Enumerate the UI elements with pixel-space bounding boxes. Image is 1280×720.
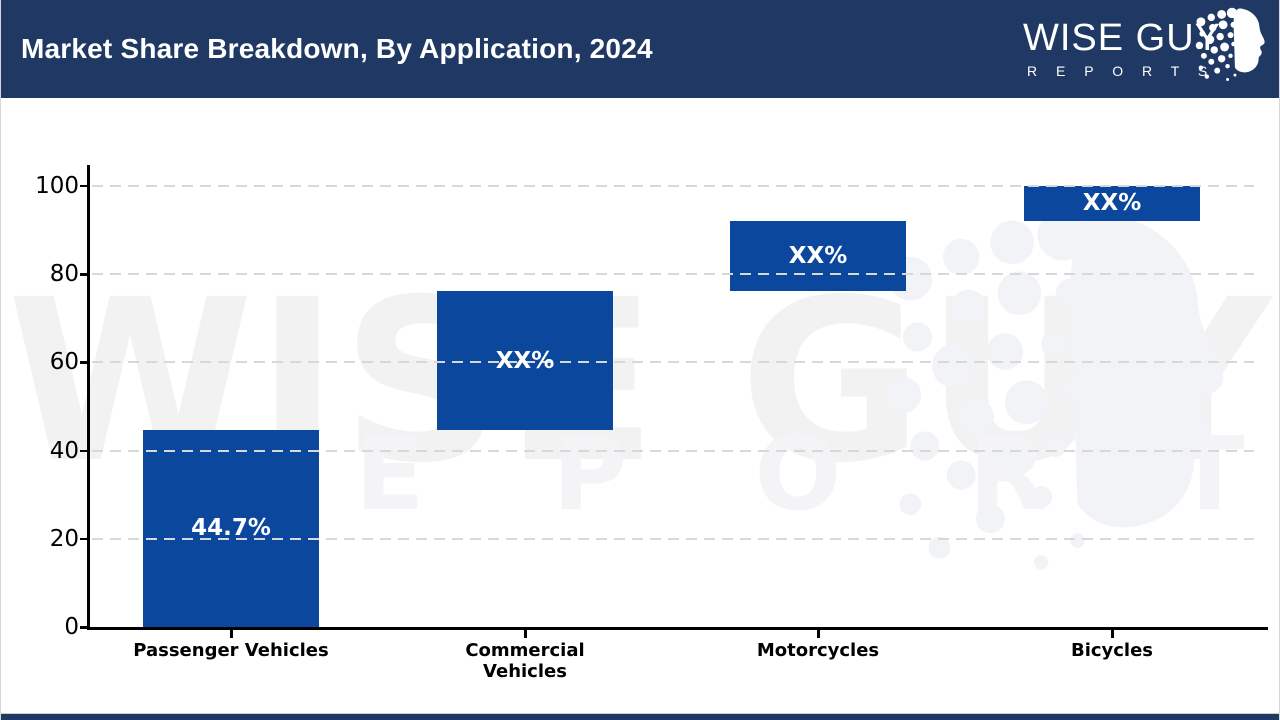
category-label: Commercial Vehicles [465,640,585,682]
y-axis-tick [80,273,89,276]
y-axis-tick [80,449,89,453]
x-axis-tick [230,630,233,638]
y-axis-tick-label: 100 [35,172,79,199]
bar-value-label: XX% [788,243,848,270]
y-axis-tick-label: 80 [49,261,79,288]
x-axis-tick [817,630,820,638]
chart-bar [143,429,319,627]
gridline [92,537,1254,540]
chart-bar [730,221,906,292]
y-axis-tick [80,626,89,629]
category-label: Motorcycles [756,640,880,661]
y-axis-tick-label: 20 [49,525,79,552]
logo-line2: R E P O R T S [1027,63,1215,79]
header-bar: Market Share Breakdown, By Application, … [1,0,1279,98]
footer-bar [1,713,1279,720]
y-axis-tick-label: 0 [64,614,79,640]
x-axis-tick [1111,630,1114,638]
wise-guy-logo-graphic: WISE GUY R E P O R T S [1023,7,1265,81]
y-axis-tick [80,537,89,541]
bar-value-label: XX% [1082,190,1142,217]
y-axis-tick [80,184,89,188]
bar-value-label: XX% [495,347,555,374]
chart-bar [437,291,613,430]
page-title: Market Share Breakdown, By Application, … [21,33,653,64]
watermark-face-icon [881,206,1245,610]
x-axis [87,627,1268,630]
chart-bar [1024,185,1200,222]
bar-value-label: 44.7% [191,515,271,542]
y-axis [87,165,90,630]
y-axis-tick-label: 60 [49,349,79,376]
category-label: Passenger Vehicles [133,640,329,661]
gridline [92,449,1254,452]
logo-line1: WISE GUY [1023,17,1221,59]
y-axis-tick [80,361,89,364]
gridline [92,273,1254,276]
y-axis-tick-label: 40 [49,437,79,464]
gridline [92,361,1254,364]
logo-face-icon [1195,7,1265,81]
category-label: Bicycles [1070,640,1154,661]
gridline [92,184,1254,187]
wise-guy-logo: WISE GUY R E P O R T S [1021,6,1269,96]
x-axis-tick [524,630,527,638]
